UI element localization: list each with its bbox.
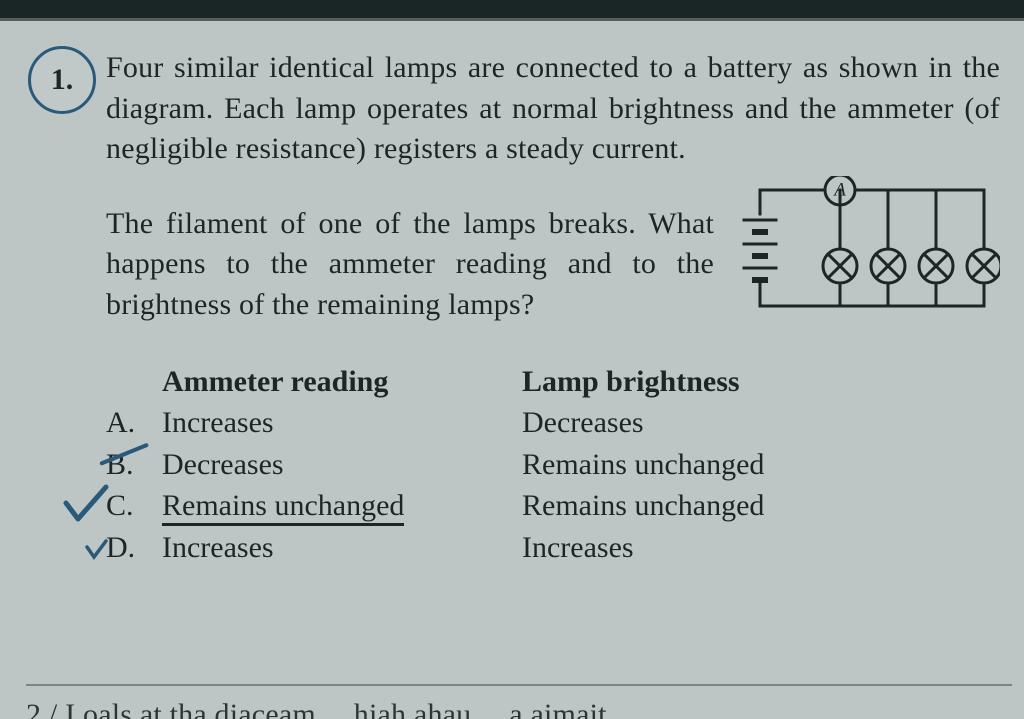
option-c-ammeter: Remains unchanged (162, 485, 522, 526)
cutoff-next-question-fragment: 2 / I oals at tha diaceam …hiah ahau… a … (26, 698, 607, 719)
option-letter-d: D. (106, 527, 162, 568)
header-lamp: Lamp brightness (522, 361, 1000, 402)
question-row-with-diagram: The filament of one of the lamps breaks.… (106, 174, 1000, 356)
header-spacer (106, 361, 162, 402)
ink-tick-c (62, 483, 112, 527)
question-paragraph-2: The filament of one of the lamps breaks.… (106, 204, 714, 326)
answer-table: Ammeter reading Lamp brightness A. Incre… (106, 361, 1000, 568)
option-b-ammeter: Decreases (162, 444, 522, 485)
answer-row-c: C. Remains unchanged Remains unchanged (106, 485, 1000, 526)
option-a-lamp: Decreases (522, 402, 1000, 443)
option-a-ammeter: Increases (162, 402, 522, 443)
answer-row-d: D. Increases Increases (106, 527, 1000, 568)
option-d-ammeter: Increases (162, 527, 522, 568)
header-ammeter: Ammeter reading (162, 361, 522, 402)
page-top-dark-edge (0, 0, 1024, 18)
ink-small-mark-d (84, 537, 110, 563)
option-d-lamp: Increases (522, 527, 1000, 568)
ink-circle: 1. (28, 46, 96, 114)
page-content: 1. Four similar identical lamps are conn… (20, 40, 1012, 719)
question-number: 1. (51, 63, 74, 97)
answer-header-row: Ammeter reading Lamp brightness (106, 361, 1000, 402)
option-c-ammeter-text: Remains unchanged (162, 489, 404, 526)
question-number-circle: 1. (28, 46, 96, 114)
answer-row-a: A. Increases Decreases (106, 402, 1000, 443)
option-letter-c: C. (106, 485, 162, 526)
circuit-diagram: A (732, 176, 1000, 326)
question-paragraph-1: Four similar identical lamps are connect… (106, 48, 1000, 170)
option-b-lamp: Remains unchanged (522, 444, 1000, 485)
answer-row-b: B. Decreases Remains unchanged (106, 444, 1000, 485)
option-letter-a: A. (106, 402, 162, 443)
question-body: Four similar identical lamps are connect… (106, 48, 1000, 568)
page-top-rule (0, 18, 1024, 21)
option-c-lamp: Remains unchanged (522, 485, 1000, 526)
bottom-horizontal-rule (26, 684, 1012, 686)
